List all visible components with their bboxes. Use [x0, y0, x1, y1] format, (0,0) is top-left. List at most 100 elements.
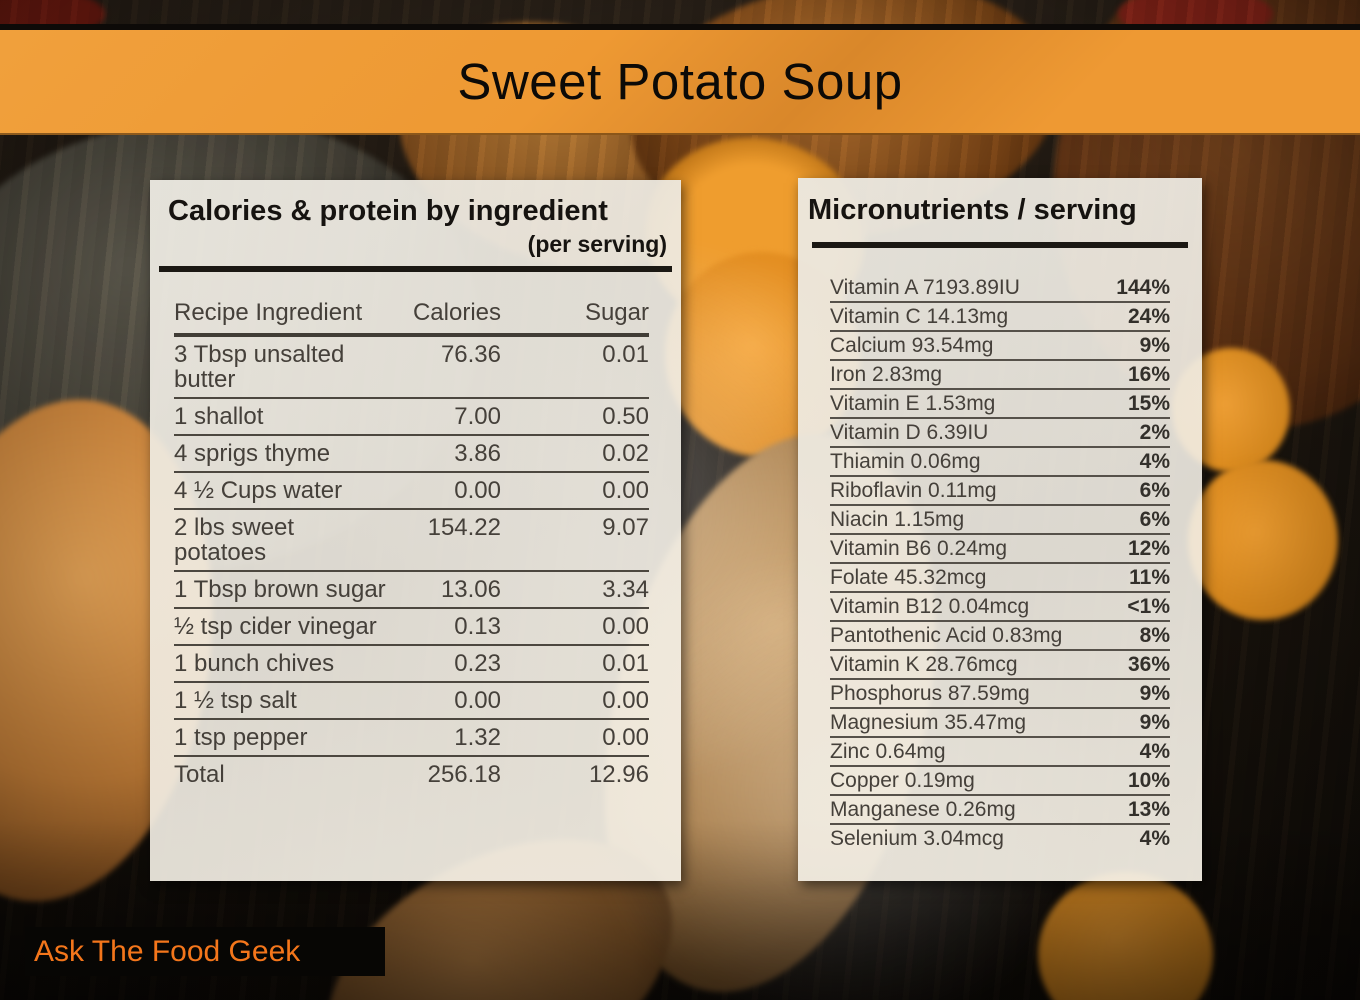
cell-nutrient: Vitamin B6 0.24mg	[830, 537, 1008, 560]
micronutrient-row: Selenium 3.04mcg 4%	[830, 825, 1170, 852]
micronutrient-rows: Vitamin A 7193.89IU 144% Vitamin C 14.13mg…	[830, 274, 1170, 852]
cell-sugar: 0.01	[602, 650, 649, 677]
micronutrient-row: Thiamin 0.06mg 4%	[830, 448, 1170, 477]
cell-nutrient: Iron 2.83mg	[830, 363, 943, 386]
cell-nutrient: Riboflavin 0.11mg	[830, 479, 997, 502]
cell-daily-value-percent: 2%	[1139, 421, 1170, 444]
cell-ingredient: 1 bunch chives	[174, 650, 335, 677]
cell-sugar: 3.34	[602, 576, 649, 603]
column-header-calories: Calories	[412, 299, 501, 326]
column-header-ingredient: Recipe Ingredient	[174, 299, 363, 326]
cell-sugar: 12.96	[588, 761, 649, 788]
table-row: 1 Tbsp brown sugar 13.06 3.34	[174, 572, 649, 609]
cell-nutrient: Zinc 0.64mg	[830, 740, 946, 763]
ingredient-table: Recipe Ingredient Calories Sugar 3 Tbsp …	[174, 296, 649, 792]
micronutrient-row: Vitamin E 1.53mg 15%	[830, 390, 1170, 419]
total-row: Total 256.18 12.96	[174, 757, 649, 792]
cell-calories: 3.86	[454, 440, 501, 467]
cell-nutrient: Vitamin K 28.76mcg	[830, 653, 1018, 676]
cell-calories: 154.22	[427, 514, 501, 541]
sweet-potato-slice-shape	[1188, 460, 1338, 620]
cell-nutrient: Magnesium 35.47mg	[830, 711, 1027, 734]
cell-nutrient: Vitamin B12 0.04mcg	[830, 595, 1030, 618]
cell-daily-value-percent: 6%	[1139, 479, 1170, 502]
micronutrient-row: Niacin 1.15mg 6%	[830, 506, 1170, 535]
cell-sugar: 0.02	[602, 440, 649, 467]
cell-nutrient: Folate 45.32mcg	[830, 566, 987, 589]
cell-calories: 0.13	[454, 613, 501, 640]
brand-text: Ask The Food Geek	[34, 934, 301, 968]
cell-calories: 76.36	[440, 341, 501, 368]
column-header-sugar: Sugar	[584, 299, 649, 326]
cell-nutrient: Vitamin A 7193.89IU	[830, 276, 1020, 299]
cell-ingredient: Total	[174, 761, 225, 788]
cell-daily-value-percent: 36%	[1127, 653, 1170, 676]
title-banner: Sweet Potato Soup	[0, 24, 1360, 135]
cell-calories: 0.00	[454, 687, 501, 714]
table-row: 1 shallot 7.00 0.50	[174, 399, 649, 436]
cell-daily-value-percent: 6%	[1139, 508, 1170, 531]
table-row: 2 lbs sweet potatoes 154.22 9.07	[174, 510, 649, 572]
micronutrient-row: Vitamin K 28.76mcg 36%	[830, 651, 1170, 680]
calories-panel: Calories & protein by ingredient (per se…	[150, 180, 681, 881]
cell-sugar: 0.50	[602, 403, 649, 430]
micronutrient-row: Copper 0.19mg 10%	[830, 767, 1170, 796]
brand-badge: Ask The Food Geek	[25, 927, 385, 976]
divider	[812, 242, 1188, 248]
cell-ingredient: 1 ½ tsp salt	[174, 687, 297, 714]
cell-nutrient: Selenium 3.04mcg	[830, 827, 1004, 850]
micronutrient-row: Vitamin B12 0.04mcg <1%	[830, 593, 1170, 622]
table-row: 1 ½ tsp salt 0.00 0.00	[174, 683, 649, 720]
micronutrient-row: Vitamin B6 0.24mg 12%	[830, 535, 1170, 564]
calories-panel-title: Calories & protein by ingredient	[168, 195, 608, 227]
micronutrient-row: Zinc 0.64mg 4%	[830, 738, 1170, 767]
cell-ingredient: 1 Tbsp brown sugar	[174, 576, 386, 603]
micronutrient-row: Phosphorus 87.59mg 9%	[830, 680, 1170, 709]
cell-nutrient: Niacin 1.15mg	[830, 508, 965, 531]
cell-calories: 0.23	[454, 650, 501, 677]
calories-panel-subtitle: (per serving)	[527, 231, 667, 257]
cell-daily-value-percent: 4%	[1139, 740, 1170, 763]
micronutrients-panel-title: Micronutrients / serving	[808, 194, 1137, 226]
cell-daily-value-percent: 8%	[1139, 624, 1170, 647]
cell-ingredient: 2 lbs sweet potatoes	[174, 514, 295, 566]
cell-nutrient: Pantothenic Acid 0.83mg	[830, 624, 1063, 647]
table-row: 1 bunch chives 0.23 0.01	[174, 646, 649, 683]
micronutrient-row: Riboflavin 0.11mg 6%	[830, 477, 1170, 506]
table-row: ½ tsp cider vinegar 0.13 0.00	[174, 609, 649, 646]
micronutrient-row: Vitamin C 14.13mg 24%	[830, 303, 1170, 332]
cell-calories: 1.32	[454, 724, 501, 751]
cell-sugar: 0.00	[602, 477, 649, 504]
table-row: 4 ½ Cups water 0.00 0.00	[174, 473, 649, 510]
cell-daily-value-percent: 11%	[1129, 566, 1170, 589]
cell-daily-value-percent: <1%	[1127, 595, 1170, 618]
cell-calories: 256.18	[427, 761, 501, 788]
cell-nutrient: Copper 0.19mg	[830, 769, 975, 792]
micronutrient-row: Pantothenic Acid 0.83mg 8%	[830, 622, 1170, 651]
micronutrient-row: Folate 45.32mcg 11%	[830, 564, 1170, 593]
cell-nutrient: Thiamin 0.06mg	[830, 450, 981, 473]
cell-ingredient: ½ tsp cider vinegar	[174, 613, 377, 640]
cell-daily-value-percent: 16%	[1127, 363, 1170, 386]
table-row: 3 Tbsp unsalted butter 76.36 0.01	[174, 337, 649, 399]
micronutrient-row: Magnesium 35.47mg 9%	[830, 709, 1170, 738]
sweet-potato-slice-shape	[1038, 872, 1213, 1000]
cell-nutrient: Vitamin C 14.13mg	[830, 305, 1009, 328]
cell-ingredient: 4 ½ Cups water	[174, 477, 343, 504]
cell-sugar: 9.07	[602, 514, 649, 541]
page-title: Sweet Potato Soup	[457, 53, 903, 110]
cell-sugar: 0.00	[602, 687, 649, 714]
cell-nutrient: Calcium 93.54mg	[830, 334, 994, 357]
cell-sugar: 0.00	[602, 613, 649, 640]
micronutrient-row: Manganese 0.26mg 13%	[830, 796, 1170, 825]
cell-daily-value-percent: 15%	[1127, 392, 1170, 415]
table-header-row: Recipe Ingredient Calories Sugar	[174, 296, 649, 337]
cell-daily-value-percent: 24%	[1127, 305, 1170, 328]
cell-ingredient: 1 tsp pepper	[174, 724, 308, 751]
cell-daily-value-percent: 12%	[1127, 537, 1170, 560]
cell-nutrient: Vitamin E 1.53mg	[830, 392, 996, 415]
cell-daily-value-percent: 144%	[1116, 276, 1170, 299]
cell-calories: 13.06	[440, 576, 501, 603]
cell-ingredient: 1 shallot	[174, 403, 264, 430]
